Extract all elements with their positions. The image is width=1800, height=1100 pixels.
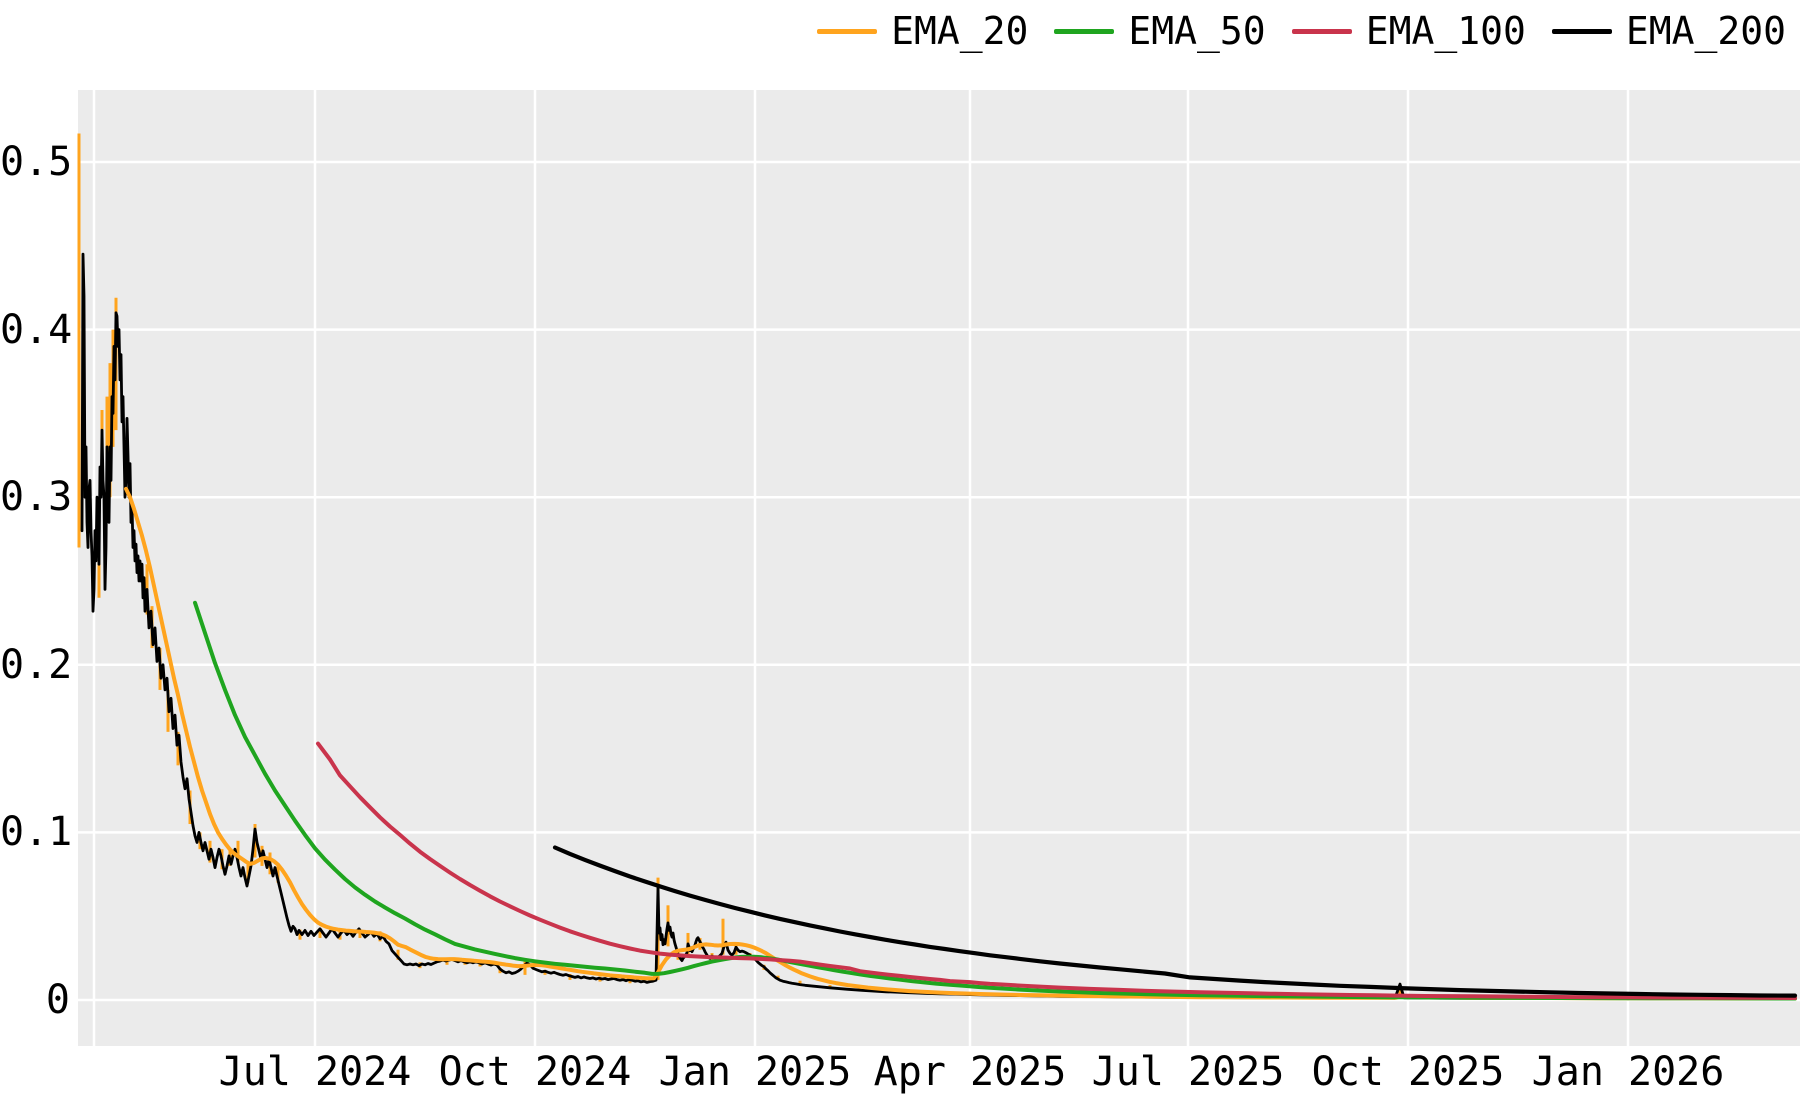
legend-label-ema200: EMA_200 bbox=[1625, 9, 1786, 53]
y-tick-label: 0.3 bbox=[0, 474, 73, 521]
x-tick-label: Oct 2025 bbox=[1311, 1049, 1505, 1095]
legend-item-ema100: EMA_100 bbox=[1291, 9, 1526, 53]
x-tick-label: Apr 2025 bbox=[873, 1049, 1067, 1095]
legend-label-ema20: EMA_20 bbox=[891, 9, 1029, 53]
series-EMA_100 bbox=[316, 741, 1797, 1000]
ema200-line-swatch bbox=[1551, 28, 1612, 34]
legend-item-ema200: EMA_200 bbox=[1551, 9, 1786, 53]
legend-label-ema50: EMA_50 bbox=[1128, 9, 1266, 53]
x-tick-label: Jan 2025 bbox=[658, 1049, 852, 1095]
series-EMA_50 bbox=[193, 600, 1797, 1001]
x-tick-label: Jul 2024 bbox=[218, 1049, 412, 1095]
y-tick-label: 0 bbox=[45, 977, 70, 1023]
legend-label-ema100: EMA_100 bbox=[1365, 9, 1526, 53]
series-EMA_200 bbox=[552, 845, 1798, 998]
legend: EMA_20 EMA_50 EMA_100 EMA_200 bbox=[817, 12, 1786, 50]
ema100-line-swatch bbox=[1291, 28, 1352, 34]
legend-item-ema20: EMA_20 bbox=[817, 12, 1028, 50]
ema50-line-swatch bbox=[1054, 28, 1115, 34]
x-tick-label: Jul 2025 bbox=[1091, 1049, 1285, 1095]
series-EMA_20 bbox=[124, 486, 1797, 1001]
y-tick-label: 0.4 bbox=[0, 306, 73, 353]
plot-background bbox=[78, 90, 1800, 1046]
legend-item-ema50: EMA_50 bbox=[1054, 9, 1266, 53]
ema20-line-swatch bbox=[817, 28, 878, 34]
y-tick-label: 0.1 bbox=[0, 809, 73, 856]
x-tick-label: Oct 2024 bbox=[438, 1049, 632, 1095]
y-tick-label: 0.5 bbox=[0, 139, 73, 185]
y-tick-label: 0.2 bbox=[0, 641, 73, 688]
x-tick-label: Jan 2026 bbox=[1531, 1049, 1725, 1095]
